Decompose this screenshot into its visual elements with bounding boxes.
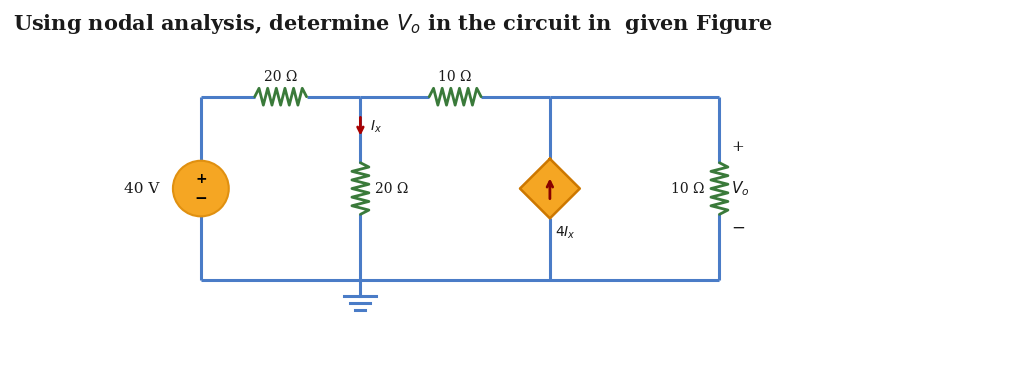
- Text: +: +: [195, 172, 207, 186]
- Text: 10 Ω: 10 Ω: [438, 70, 472, 84]
- Text: 10 Ω: 10 Ω: [671, 181, 705, 196]
- Text: −: −: [731, 220, 745, 237]
- Circle shape: [173, 161, 228, 216]
- Text: −: −: [195, 191, 207, 206]
- Text: $4I_x$: $4I_x$: [555, 224, 575, 241]
- Text: Using nodal analysis, determine $V_o$ in the circuit in  given Figure: Using nodal analysis, determine $V_o$ in…: [13, 12, 773, 36]
- Text: $V_o$: $V_o$: [731, 179, 750, 198]
- Text: $I_x$: $I_x$: [371, 118, 382, 135]
- Text: 20 Ω: 20 Ω: [376, 181, 409, 196]
- Text: 40 V: 40 V: [124, 181, 159, 196]
- Text: +: +: [731, 140, 744, 154]
- Text: 20 Ω: 20 Ω: [264, 70, 297, 84]
- Polygon shape: [520, 159, 580, 218]
